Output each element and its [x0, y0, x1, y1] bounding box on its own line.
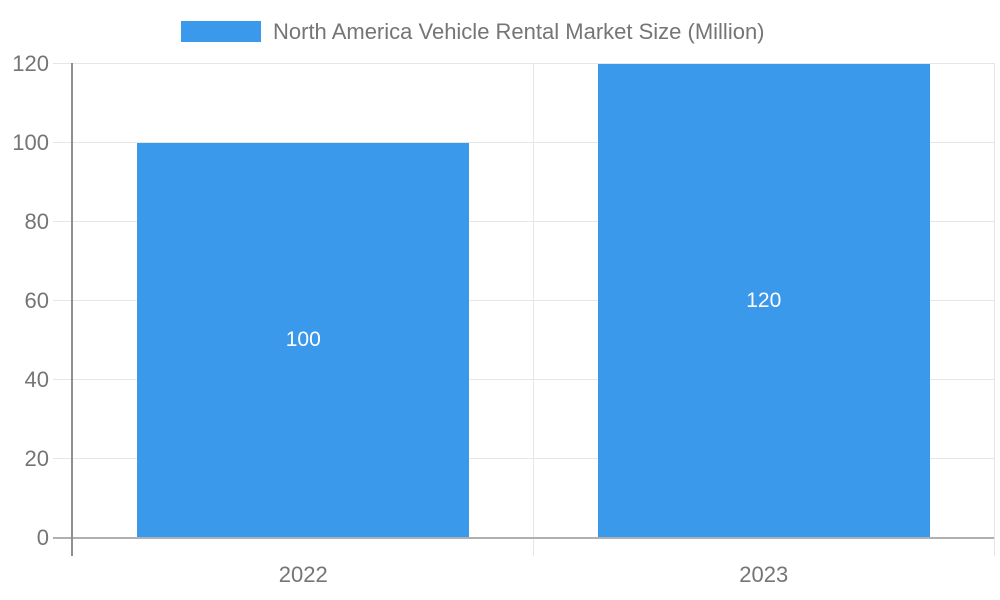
y-tick-label: 60 [24, 287, 49, 313]
x-axis-baseline [53, 536, 994, 539]
legend-swatch [181, 21, 261, 42]
gridline-x-boundary [533, 63, 534, 556]
bar-2023 [597, 63, 930, 538]
bar-2022 [137, 142, 470, 538]
legend-label: North America Vehicle Rental Market Size… [273, 19, 765, 44]
bar-value-label: 120 [746, 288, 782, 312]
y-tick-label: 100 [12, 129, 49, 155]
x-tick-label: 2022 [278, 562, 328, 587]
y-tick-label: 80 [24, 208, 49, 234]
gridline-y-100 [53, 142, 994, 143]
bar-value-label: 100 [285, 328, 321, 351]
y-tick-label: 40 [24, 366, 49, 392]
gridline-x-boundary [993, 63, 995, 556]
y-axis-line [71, 63, 73, 556]
y-tick-label: 120 [12, 50, 49, 76]
gridline-y-20 [53, 458, 994, 459]
x-tick-label: 2023 [739, 562, 789, 587]
gridline-y-60 [53, 300, 994, 301]
gridline-y-40 [53, 379, 994, 380]
y-tick-label: 0 [36, 524, 49, 550]
y-tick-label: 20 [24, 445, 49, 471]
gridline-y-80 [53, 221, 994, 222]
gridline-y-120 [53, 63, 994, 64]
